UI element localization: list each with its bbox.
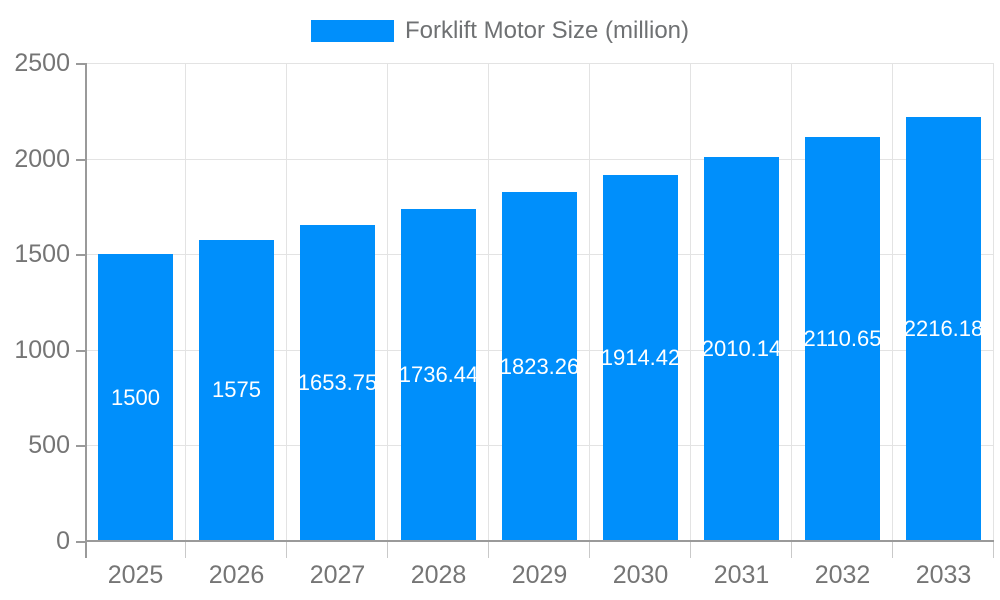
x-axis-tick: [286, 542, 287, 558]
x-axis-tick: [589, 542, 590, 558]
grid-line-vertical: [286, 63, 287, 541]
bar-value-label: 1736.44: [401, 361, 476, 387]
bar-2030[interactable]: 1914.42: [603, 174, 678, 541]
legend-item-forklift-motor-size[interactable]: Forklift Motor Size (million): [310, 17, 690, 44]
y-axis-tick: [76, 63, 86, 65]
bar-2026[interactable]: 1575: [199, 239, 274, 541]
grid-line-vertical: [690, 63, 691, 541]
y-axis-tick: [76, 254, 86, 257]
y-axis-line: [85, 63, 87, 558]
x-axis-tick-label: 2031: [713, 561, 770, 589]
bar-2025[interactable]: 1500: [98, 254, 173, 541]
bar-2028[interactable]: 1736.44: [401, 208, 476, 541]
legend-swatch-icon: [310, 20, 394, 43]
bar-2029[interactable]: 1823.26: [502, 192, 577, 541]
x-axis-tick: [387, 542, 388, 558]
y-axis-tick: [76, 541, 86, 543]
grid-line-vertical: [993, 63, 994, 541]
plot-area: 1500 1575 1653.75 1736.44 1823.26 1914.42 2010…: [85, 63, 994, 541]
bar-value-label: 1653.75: [300, 369, 375, 395]
bar-value-label: 1575: [212, 377, 261, 403]
x-axis-tick-label: 2025: [107, 561, 164, 589]
bar-2031[interactable]: 2010.14: [704, 156, 779, 541]
grid-line-vertical: [892, 63, 893, 541]
y-axis-tick: [76, 158, 86, 161]
x-axis-tick: [690, 542, 691, 558]
bar-value-label: 2010.14: [704, 335, 779, 361]
y-axis-tick-label: 500: [28, 431, 70, 460]
x-axis-tick-label: 2032: [814, 561, 871, 589]
x-axis-tick-label: 2033: [915, 561, 972, 589]
y-axis-tick: [76, 445, 86, 448]
x-axis-tick-label: 2029: [511, 561, 568, 589]
x-axis-tick: [993, 542, 994, 558]
bar-value-label: 2110.65: [805, 326, 880, 352]
grid-line-vertical: [589, 63, 590, 541]
bar-value-label: 1500: [111, 384, 160, 410]
legend-label: Forklift Motor Size (million): [404, 17, 690, 44]
x-axis-tick-label: 2028: [410, 561, 467, 589]
bar-value-label: 1823.26: [502, 353, 577, 379]
grid-line-horizontal: [85, 158, 994, 160]
grid-line-horizontal: [85, 63, 994, 64]
x-axis-tick: [185, 542, 186, 558]
grid-line-vertical: [791, 63, 792, 541]
y-axis-tick: [76, 349, 86, 352]
y-axis-tick-label: 2500: [14, 49, 70, 77]
y-axis-tick-label: 1000: [14, 335, 70, 364]
grid-line-vertical: [387, 63, 388, 541]
y-axis-tick-label: 2000: [14, 144, 70, 173]
grid-line-vertical: [488, 63, 489, 541]
bar-value-label: 2216.18: [906, 316, 981, 342]
y-axis-tick-label: 0: [56, 527, 70, 555]
bar-2032[interactable]: 2110.65: [805, 137, 880, 541]
x-axis-tick-label: 2030: [612, 561, 669, 589]
bar-2033[interactable]: 2216.18: [906, 117, 981, 541]
x-axis-tick-label: 2026: [208, 561, 265, 589]
grid-line-vertical: [185, 63, 186, 541]
bar-value-label: 1914.42: [603, 344, 678, 370]
chart-legend: Forklift Motor Size (million): [0, 17, 1000, 44]
y-axis-tick-label: 1500: [14, 240, 70, 269]
x-axis-tick: [488, 542, 489, 558]
bar-2027[interactable]: 1653.75: [300, 224, 375, 541]
x-axis-line: [85, 540, 994, 542]
x-axis-tick: [791, 542, 792, 558]
x-axis-tick: [892, 542, 893, 558]
x-axis-tick-label: 2027: [309, 561, 366, 589]
